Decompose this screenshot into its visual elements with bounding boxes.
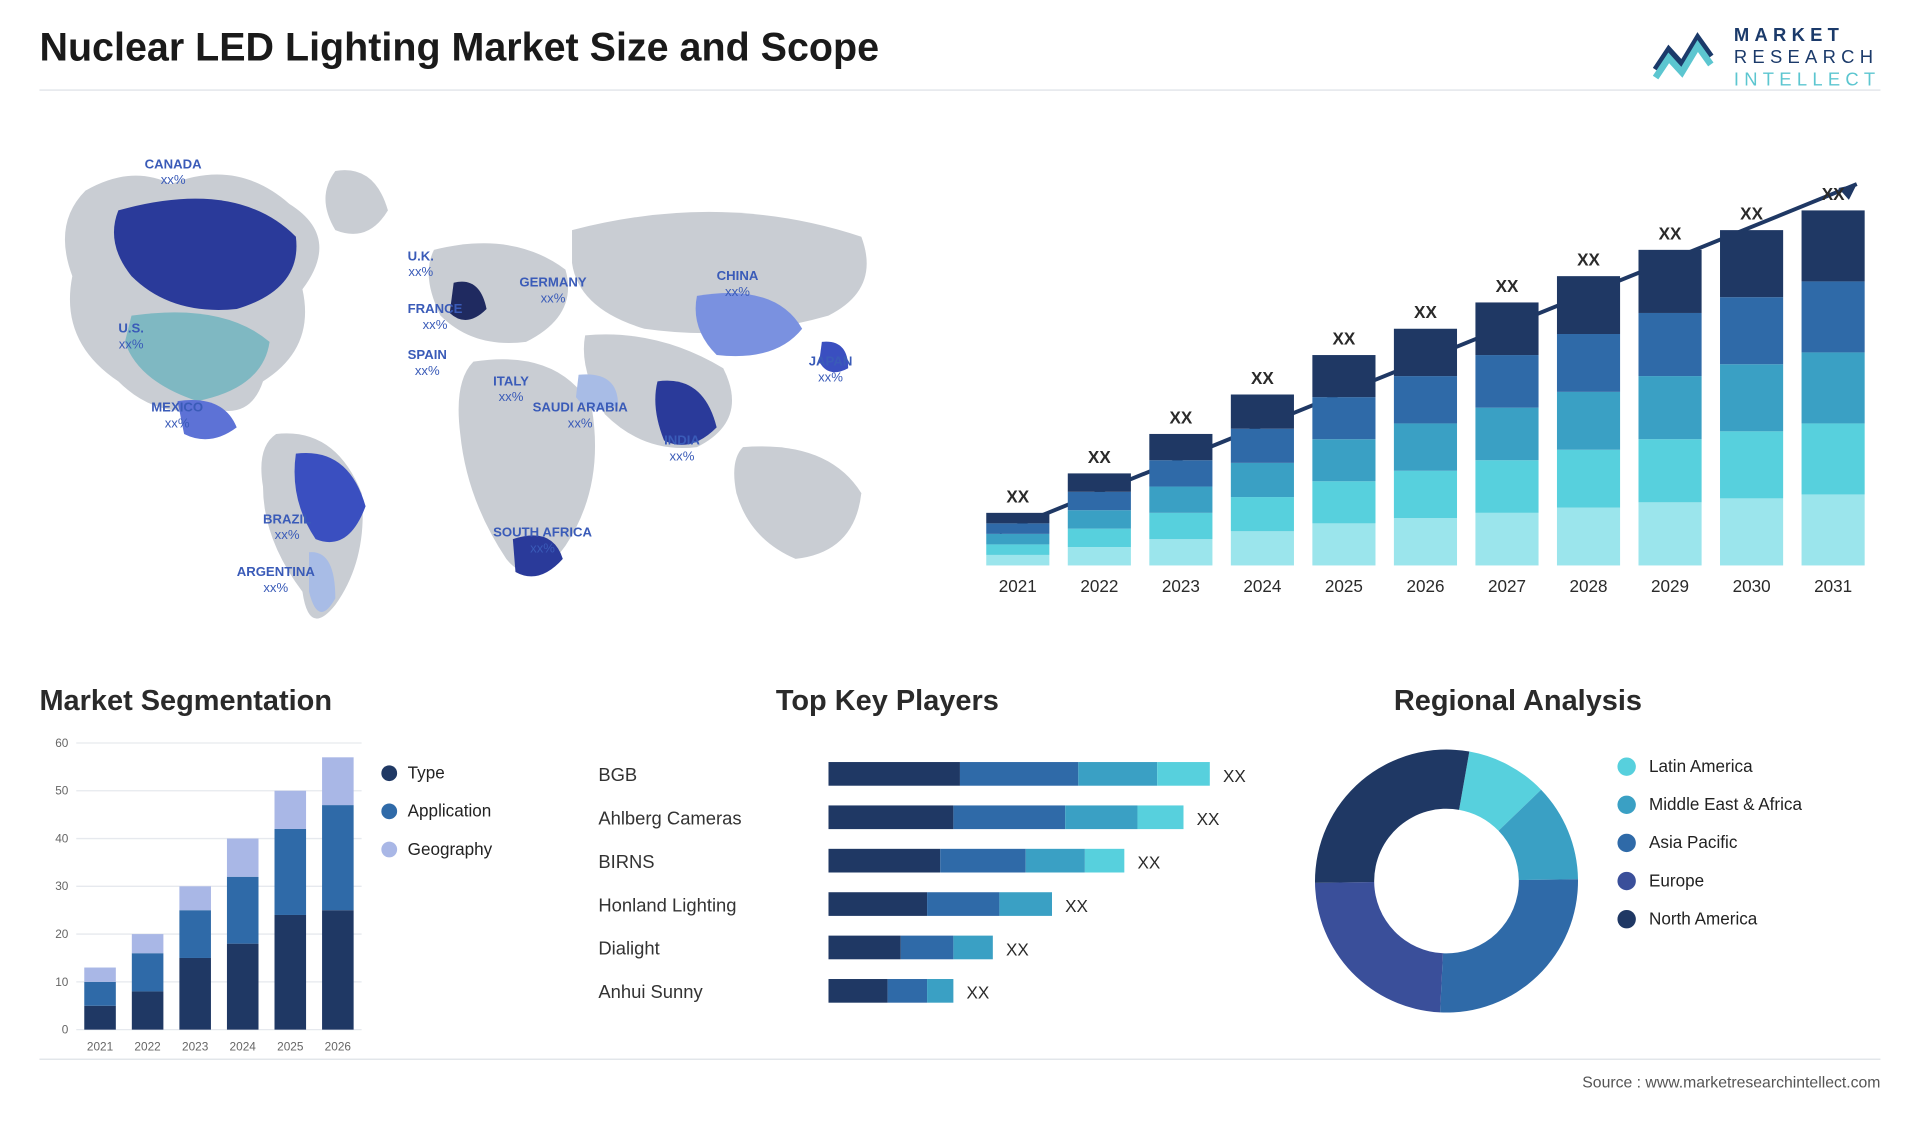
svg-text:XX: XX bbox=[1659, 224, 1682, 243]
map-label-france: FRANCExx% bbox=[408, 302, 463, 332]
svg-text:50: 50 bbox=[55, 784, 69, 798]
brand-logo: MARKET RESEARCH INTELLECT bbox=[1652, 24, 1880, 90]
regional-legend: Latin America Middle East & Africa Asia Pa… bbox=[1617, 756, 1802, 947]
page-title: Nuclear LED Lighting Market Size and Sco… bbox=[39, 26, 879, 71]
svg-text:XX: XX bbox=[1006, 940, 1029, 959]
map-label-india: INDIAxx% bbox=[664, 434, 700, 464]
svg-text:XX: XX bbox=[1197, 810, 1220, 829]
world-map: CANADAxx% U.S.xx% MEXICOxx% BRAZILxx% ARGENT… bbox=[39, 118, 907, 644]
world-map-svg bbox=[39, 118, 907, 644]
segmentation-title: Market Segmentation bbox=[39, 684, 332, 718]
source-label: Source : www.marketresearchintellect.com bbox=[1582, 1073, 1880, 1091]
player-name: Ahlberg Cameras bbox=[598, 796, 741, 839]
svg-text:2026: 2026 bbox=[1406, 577, 1444, 596]
svg-text:2027: 2027 bbox=[1488, 577, 1526, 596]
players-label-column: BGBAhlberg CamerasBIRNSHonland LightingD… bbox=[598, 752, 741, 1012]
svg-text:XX: XX bbox=[1065, 897, 1088, 916]
map-label-u-s-: U.S.xx% bbox=[118, 322, 144, 352]
logo-line1: MARKET bbox=[1734, 24, 1881, 46]
region-legend-item: Asia Pacific bbox=[1617, 832, 1802, 852]
map-label-saudi-arabia: SAUDI ARABIAxx% bbox=[533, 401, 628, 431]
svg-text:XX: XX bbox=[1006, 487, 1029, 506]
region-legend-item: Middle East & Africa bbox=[1617, 794, 1802, 814]
svg-text:2023: 2023 bbox=[1162, 577, 1200, 596]
segmentation-chart: 0 10 20 30 40 50 60 2021 2022 2023 2024 2025 2026 bbox=[39, 730, 368, 1059]
svg-text:XX: XX bbox=[1251, 369, 1274, 388]
player-name: Dialight bbox=[598, 926, 741, 969]
map-label-u-k-: U.K.xx% bbox=[408, 250, 434, 280]
map-label-china: CHINAxx% bbox=[717, 270, 759, 300]
svg-text:2030: 2030 bbox=[1733, 577, 1771, 596]
svg-text:0: 0 bbox=[62, 1023, 69, 1037]
map-label-brazil: BRAZILxx% bbox=[263, 513, 311, 543]
svg-text:XX: XX bbox=[1169, 408, 1192, 427]
logo-line3: INTELLECT bbox=[1734, 68, 1881, 90]
svg-text:XX: XX bbox=[1414, 303, 1437, 322]
svg-text:20: 20 bbox=[55, 927, 69, 941]
svg-text:2031: 2031 bbox=[1814, 577, 1852, 596]
player-name: Honland Lighting bbox=[598, 882, 741, 925]
player-name: Anhui Sunny bbox=[598, 969, 741, 1012]
svg-text:XX: XX bbox=[1088, 448, 1111, 467]
svg-text:2024: 2024 bbox=[1243, 577, 1281, 596]
footer-separator bbox=[39, 1059, 1880, 1060]
svg-text:XX: XX bbox=[1223, 767, 1246, 786]
svg-text:2022: 2022 bbox=[1080, 577, 1118, 596]
market-trend-chart: XX 2021 XX 2022 XX 2023 XX 2024 XX 2025 XX 2026 XX 20… bbox=[973, 132, 1880, 619]
svg-text:XX: XX bbox=[1577, 251, 1600, 270]
logo-line2: RESEARCH bbox=[1734, 46, 1881, 68]
svg-text:30: 30 bbox=[55, 879, 69, 893]
svg-text:2022: 2022 bbox=[134, 1040, 160, 1054]
svg-text:2021: 2021 bbox=[87, 1040, 113, 1054]
segmentation-legend-item: Application bbox=[381, 801, 492, 821]
map-label-canada: CANADAxx% bbox=[145, 158, 202, 188]
players-bars: XX XX XX XX XX XX bbox=[828, 752, 1262, 1022]
svg-text:XX: XX bbox=[1333, 330, 1356, 349]
svg-text:XX: XX bbox=[1822, 185, 1845, 204]
svg-text:2029: 2029 bbox=[1651, 577, 1689, 596]
segmentation-legend: Type Application Geography bbox=[381, 763, 492, 877]
svg-text:2024: 2024 bbox=[230, 1040, 257, 1054]
svg-text:2023: 2023 bbox=[182, 1040, 209, 1054]
player-name: BGB bbox=[598, 752, 741, 795]
svg-text:2021: 2021 bbox=[999, 577, 1037, 596]
region-legend-item: Europe bbox=[1617, 871, 1802, 891]
map-label-spain: SPAINxx% bbox=[408, 348, 447, 378]
svg-text:XX: XX bbox=[1740, 205, 1763, 224]
segmentation-legend-item: Geography bbox=[381, 839, 492, 859]
region-legend-item: Latin America bbox=[1617, 756, 1802, 776]
svg-text:2025: 2025 bbox=[277, 1040, 304, 1054]
svg-text:XX: XX bbox=[1137, 854, 1160, 873]
svg-text:60: 60 bbox=[55, 736, 69, 750]
players-title: Top Key Players bbox=[776, 684, 999, 718]
svg-text:2028: 2028 bbox=[1570, 577, 1608, 596]
header-separator bbox=[39, 89, 1880, 90]
svg-text:10: 10 bbox=[55, 975, 69, 989]
svg-text:2025: 2025 bbox=[1325, 577, 1363, 596]
svg-text:2026: 2026 bbox=[325, 1040, 352, 1054]
svg-text:XX: XX bbox=[967, 984, 990, 1003]
player-name: BIRNS bbox=[598, 839, 741, 882]
map-label-japan: JAPANxx% bbox=[809, 355, 853, 385]
svg-text:40: 40 bbox=[55, 831, 69, 845]
map-label-mexico: MEXICOxx% bbox=[151, 401, 203, 431]
map-label-argentina: ARGENTINAxx% bbox=[237, 565, 315, 595]
regional-donut bbox=[1302, 736, 1591, 1025]
svg-text:XX: XX bbox=[1496, 277, 1519, 296]
regional-title: Regional Analysis bbox=[1394, 684, 1642, 718]
map-label-italy: ITALYxx% bbox=[493, 375, 529, 405]
map-label-germany: GERMANYxx% bbox=[519, 276, 586, 306]
logo-icon bbox=[1652, 30, 1720, 83]
segmentation-legend-item: Type bbox=[381, 763, 492, 783]
map-label-south-africa: SOUTH AFRICAxx% bbox=[493, 526, 592, 556]
region-legend-item: North America bbox=[1617, 909, 1802, 929]
